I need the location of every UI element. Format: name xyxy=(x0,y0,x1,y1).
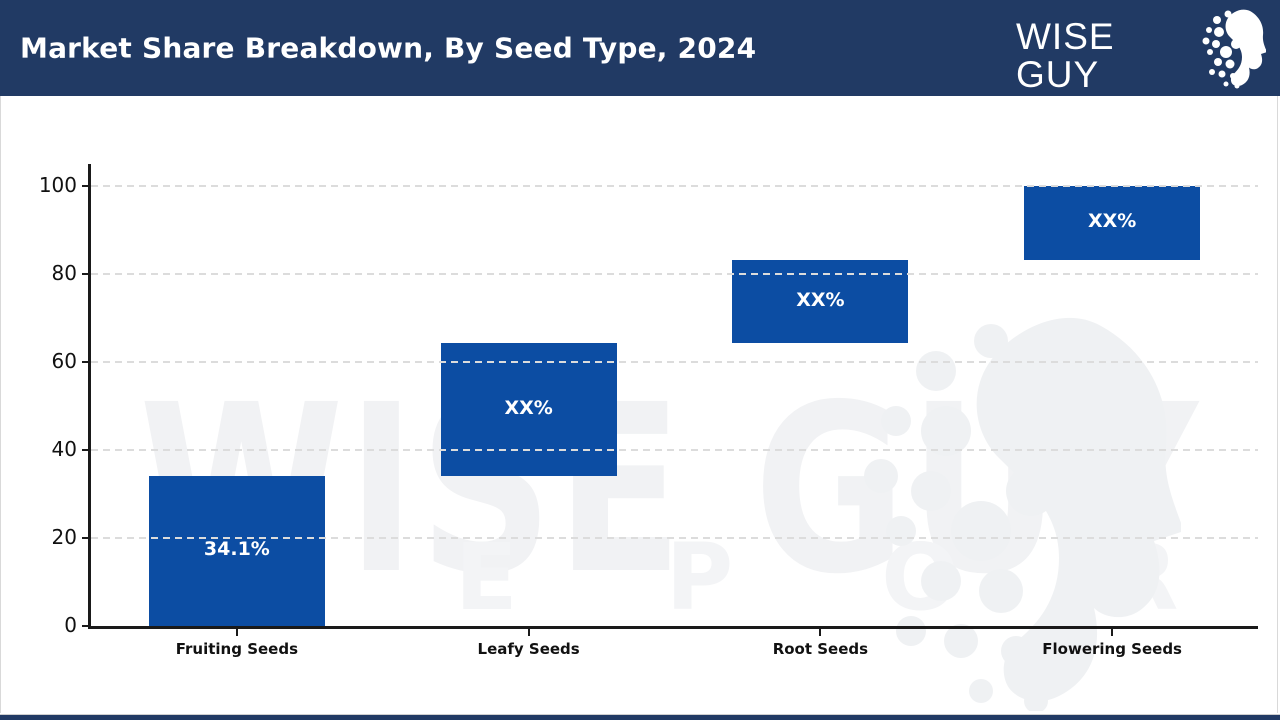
logo-text: WISE GUY REPORTS xyxy=(1016,16,1198,112)
logo-wiseguy-text: WISE GUY xyxy=(1016,16,1115,95)
x-tick-3 xyxy=(1111,629,1114,636)
y-tick-20 xyxy=(82,537,91,539)
bar-fruiting-seeds xyxy=(148,475,325,626)
header-band: Market Share Breakdown, By Seed Type, 20… xyxy=(0,0,1280,111)
bar-value-label: 34.1% xyxy=(203,537,270,560)
gridline-60 xyxy=(91,361,1258,363)
wiseguy-logo: WISE GUY REPORTS xyxy=(1016,4,1266,111)
y-tick-label-100: 100 xyxy=(38,173,77,197)
category-label-2: Root Seeds xyxy=(772,640,869,658)
category-label-3: Flowering Seeds xyxy=(1042,640,1182,658)
category-label-1: Leafy Seeds xyxy=(477,640,580,658)
y-tick-label-60: 60 xyxy=(51,349,77,373)
category-label-0: Fruiting Seeds xyxy=(175,640,299,658)
footer-bar xyxy=(0,714,1280,720)
logo-reports-text: REPORTS xyxy=(1021,95,1162,111)
y-tick-label-80: 80 xyxy=(51,261,77,285)
gridline-80 xyxy=(91,273,1258,275)
gridline-40 xyxy=(91,449,1258,451)
gridline-100 xyxy=(91,185,1258,187)
y-tick-label-0: 0 xyxy=(64,613,77,637)
x-axis-line xyxy=(88,626,1258,629)
y-tick-40 xyxy=(82,449,91,451)
y-tick-100 xyxy=(82,185,91,187)
page-title: Market Share Breakdown, By Seed Type, 20… xyxy=(20,31,757,65)
x-tick-2 xyxy=(819,629,822,636)
x-tick-0 xyxy=(235,629,238,636)
y-tick-0 xyxy=(82,625,91,627)
gridline-20 xyxy=(91,537,1258,539)
y-axis-line xyxy=(88,164,91,629)
head-profile-icon xyxy=(1202,9,1266,89)
bar-value-label: XX% xyxy=(796,288,845,311)
y-tick-60 xyxy=(82,361,91,363)
bar-value-label: XX% xyxy=(1087,209,1137,232)
chart-canvas: WISE GUY R E P O R T S 02040608010034.1%… xyxy=(0,96,1280,713)
x-tick-1 xyxy=(527,629,530,636)
bar-leafy-seeds xyxy=(440,343,617,476)
y-tick-label-40: 40 xyxy=(51,437,77,461)
y-tick-80 xyxy=(82,273,91,275)
bar-value-label: XX% xyxy=(504,396,553,419)
y-tick-label-20: 20 xyxy=(51,525,77,549)
bar-flowering-seeds xyxy=(1024,186,1201,260)
